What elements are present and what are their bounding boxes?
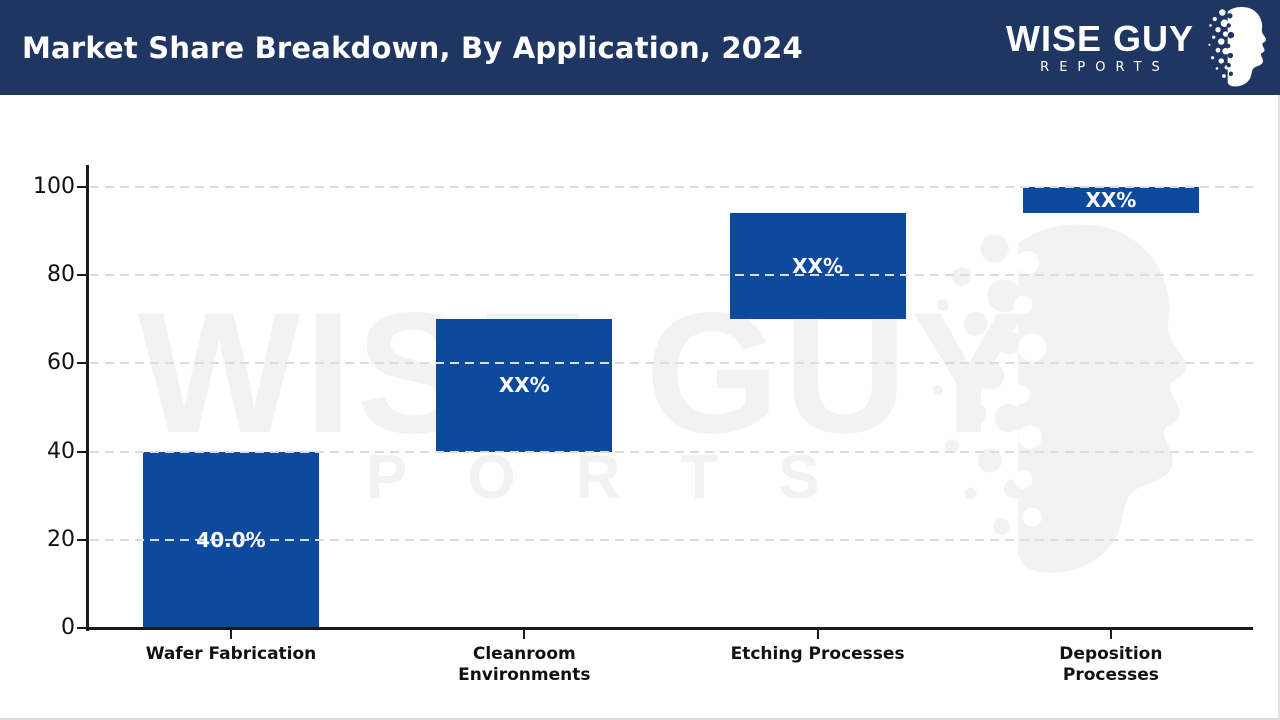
bar-segment-4: XX% xyxy=(1022,187,1199,214)
y-tick-mark xyxy=(77,538,86,541)
y-tick-label: 80 xyxy=(47,262,75,288)
x-category-label: Deposition Processes xyxy=(1059,644,1163,686)
x-category-label: Wafer Fabrication xyxy=(145,644,317,664)
y-gridline xyxy=(90,362,1253,365)
y-tick-mark xyxy=(77,186,86,188)
x-tick-mark xyxy=(816,630,819,639)
y-tick-label: 0 xyxy=(61,615,75,640)
bar-value-label: XX% xyxy=(1085,188,1137,213)
x-axis-line xyxy=(86,627,1253,630)
bar-value-label: XX% xyxy=(498,373,550,398)
x-tick-mark xyxy=(1109,630,1112,639)
y-tick-label: 20 xyxy=(47,526,75,552)
chart-title: Market Share Breakdown, By Application, … xyxy=(22,30,803,65)
y-tick-mark xyxy=(77,627,86,629)
header-band: Market Share Breakdown, By Application, … xyxy=(0,0,1280,95)
x-tick-mark xyxy=(523,630,526,639)
y-tick-label: 100 xyxy=(33,174,75,199)
y-tick-mark xyxy=(77,274,86,277)
wise-guy-logo: WISE GUY REPORTS xyxy=(1006,5,1270,91)
y-tick-label: 40 xyxy=(47,438,75,464)
x-tick-mark xyxy=(230,630,232,639)
y-tick-mark xyxy=(77,450,86,453)
x-category-label: Cleanroom Environments xyxy=(458,644,591,686)
logo-line2: REPORTS xyxy=(1040,60,1170,75)
y-axis-line xyxy=(86,165,89,631)
bar-segment-3: XX% xyxy=(729,213,906,320)
y-gridline xyxy=(90,538,1253,541)
y-tick-mark xyxy=(77,362,86,365)
logo-text: WISE GUY REPORTS xyxy=(1005,18,1194,75)
y-gridline xyxy=(90,274,1253,277)
y-gridline xyxy=(90,186,1253,188)
chart-area: WISE GUY REPORTS 0 20 40 60 80 100 40.0% Wafer … xyxy=(0,95,1280,718)
bar-segment-2: XX% xyxy=(436,319,613,452)
y-tick-label: 60 xyxy=(47,350,75,376)
x-category-label: Etching Processes xyxy=(730,644,905,664)
dotted-head-watermark-icon xyxy=(933,224,1187,573)
logo-line1: WISE GUY xyxy=(1005,18,1194,59)
dotted-head-logo-icon xyxy=(1208,6,1267,86)
y-gridline xyxy=(90,450,1253,453)
